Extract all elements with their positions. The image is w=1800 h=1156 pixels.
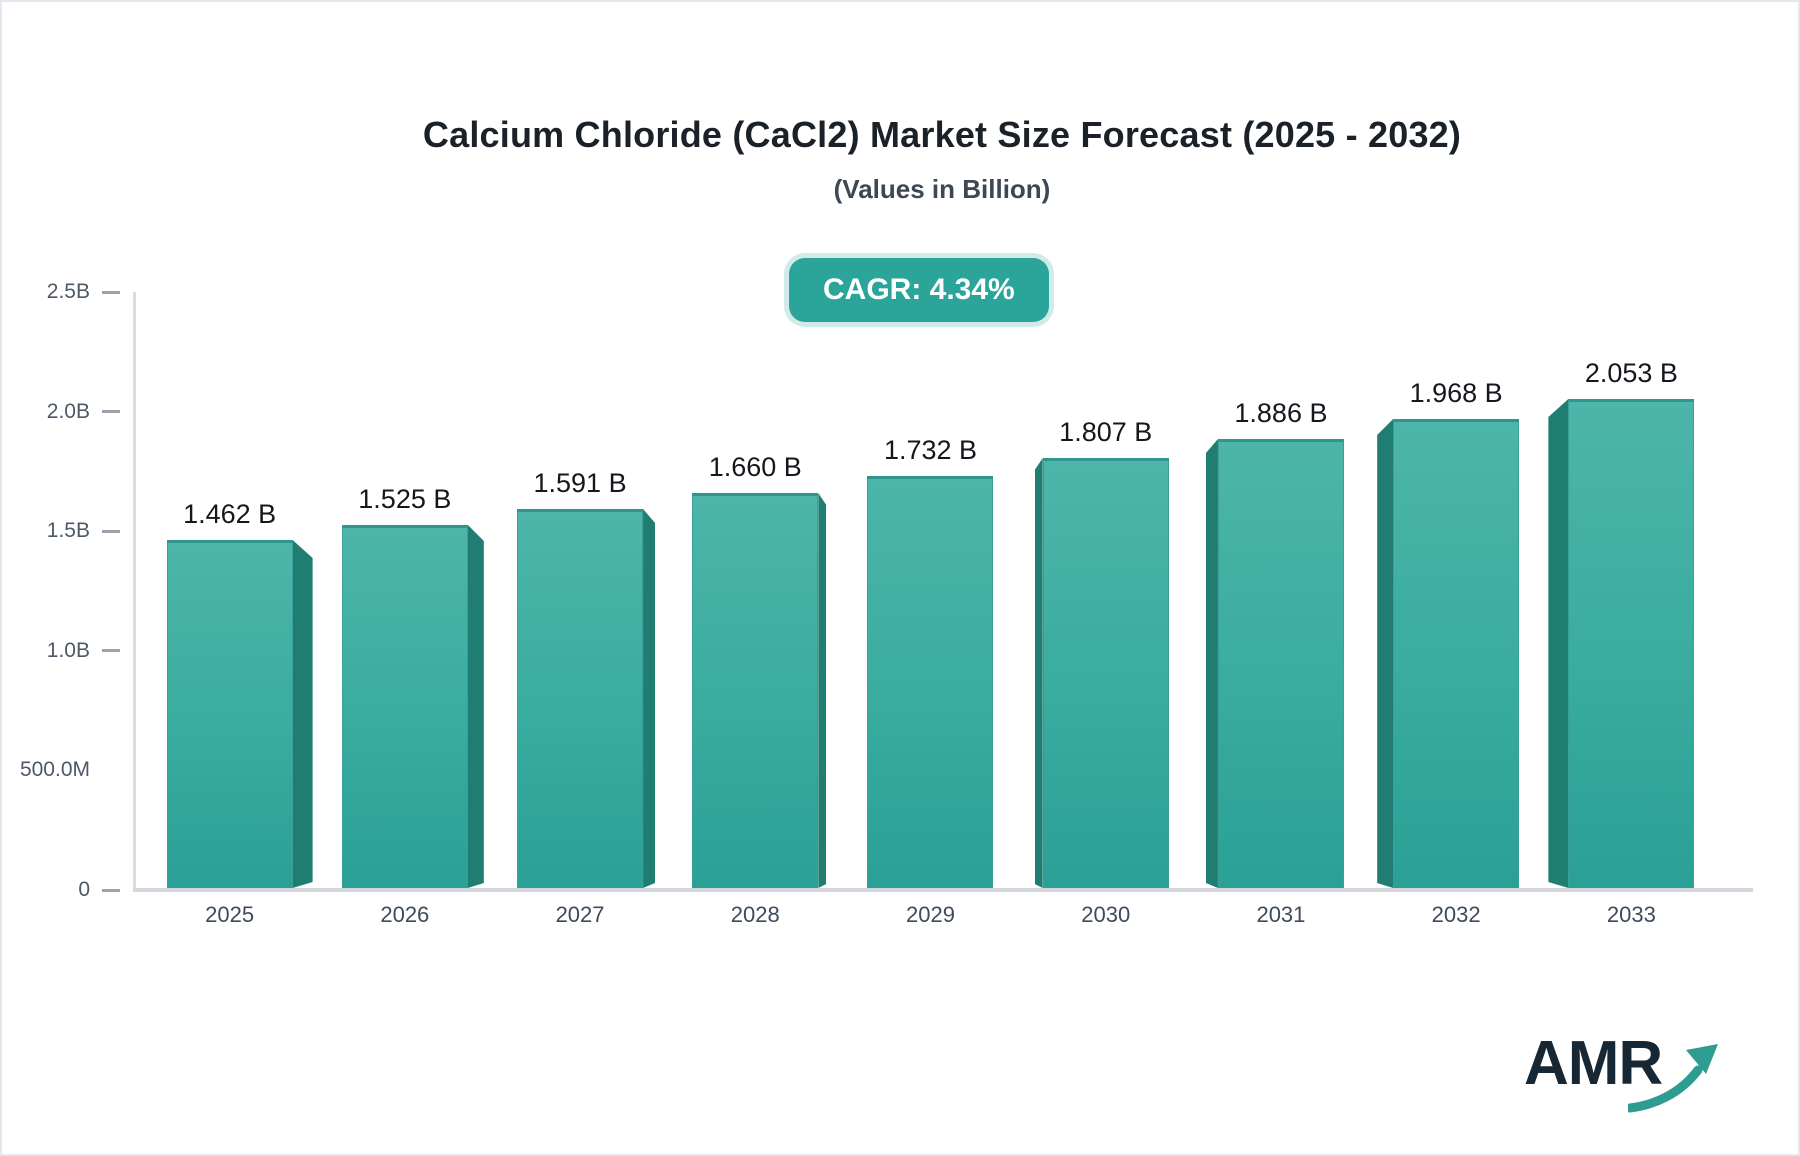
bar-value-label: 1.968 B xyxy=(1409,378,1503,408)
y-tick-label: 1.5B xyxy=(46,519,90,543)
y-tick-label: 2.0B xyxy=(46,399,90,423)
bar-group-2033: 2.053 B xyxy=(1544,292,1719,888)
logo-arrow-icon xyxy=(1628,1044,1718,1113)
x-axis-baseline xyxy=(133,888,1753,892)
bar-group-2030: 1.807 B xyxy=(1018,292,1193,888)
bar xyxy=(1393,419,1520,888)
bar-value-label: 1.807 B xyxy=(1059,417,1153,447)
y-tick-label: 2.5B xyxy=(46,280,90,303)
bar xyxy=(1042,458,1169,888)
bar-value-label: 2.053 B xyxy=(1584,358,1678,388)
x-tick-label: 2030 xyxy=(1081,902,1131,927)
y-axis-line xyxy=(133,292,136,890)
bar-3d-side xyxy=(1548,399,1568,888)
y-tick-dash xyxy=(102,410,120,414)
bar-series: 1.462 B 1.525 B 1.591 B 1.660 B 1.732 B 1.807… xyxy=(142,292,1719,888)
x-tick-label: 2032 xyxy=(1431,902,1481,927)
y-tick-label: 1.0B xyxy=(46,638,90,662)
bar-group-2027: 1.591 B xyxy=(492,292,667,888)
bar-value-label: 1.591 B xyxy=(533,468,627,498)
x-tick-label: 2027 xyxy=(555,902,605,927)
bar-3d-side xyxy=(293,540,313,888)
bar-group-2029: 1.732 B xyxy=(843,292,1018,888)
chart-subtitle: (Values in Billion) xyxy=(833,174,1051,204)
y-tick-dash xyxy=(102,888,120,892)
bar-3d-side xyxy=(818,493,826,888)
bar-value-label: 1.525 B xyxy=(358,484,452,514)
y-tick-dash xyxy=(102,290,120,294)
bar xyxy=(517,509,644,888)
x-tick-label: 2028 xyxy=(730,902,780,927)
bar xyxy=(166,540,293,888)
bar-3d-side xyxy=(1377,419,1393,888)
bar-group-2026: 1.525 B xyxy=(317,292,492,888)
bar xyxy=(1217,439,1344,888)
bar-group-2031: 1.886 B xyxy=(1193,292,1368,888)
x-tick-label: 2025 xyxy=(205,902,255,927)
bar xyxy=(1568,399,1695,888)
bar xyxy=(692,493,819,888)
x-tick-label: 2026 xyxy=(380,902,430,927)
amr-logo: AMR xyxy=(1524,1028,1724,1118)
bar-value-label: 1.660 B xyxy=(708,452,802,482)
bar-3d-side xyxy=(1206,439,1218,888)
bar-group-2025: 1.462 B xyxy=(142,292,317,888)
y-tick-label: 500.0M xyxy=(19,758,90,782)
bar-value-label: 1.886 B xyxy=(1234,398,1328,428)
bar-3d-side xyxy=(643,509,655,888)
bar-3d-side xyxy=(1035,458,1043,888)
bar-value-label: 1.462 B xyxy=(183,499,277,529)
chart-title: Calcium Chloride (CaCl2) Market Size For… xyxy=(422,114,1462,155)
x-tick-label: 2031 xyxy=(1256,902,1306,927)
y-tick-dash xyxy=(102,529,120,533)
bar-3d-side xyxy=(468,525,484,888)
y-tick-dash xyxy=(102,649,120,653)
y-tick-label: 0 xyxy=(78,878,90,901)
bar-group-2028: 1.660 B xyxy=(668,292,843,888)
logo-text: AMR xyxy=(1524,1029,1663,1098)
bar-group-2032: 1.968 B xyxy=(1369,292,1544,888)
bar xyxy=(341,525,468,888)
bar xyxy=(867,476,994,888)
bar-value-label: 1.732 B xyxy=(883,435,978,465)
x-tick-label: 2033 xyxy=(1606,902,1656,927)
x-tick-label: 2029 xyxy=(906,902,955,927)
cagr-badge: CAGR: 4.34% xyxy=(789,258,1049,322)
